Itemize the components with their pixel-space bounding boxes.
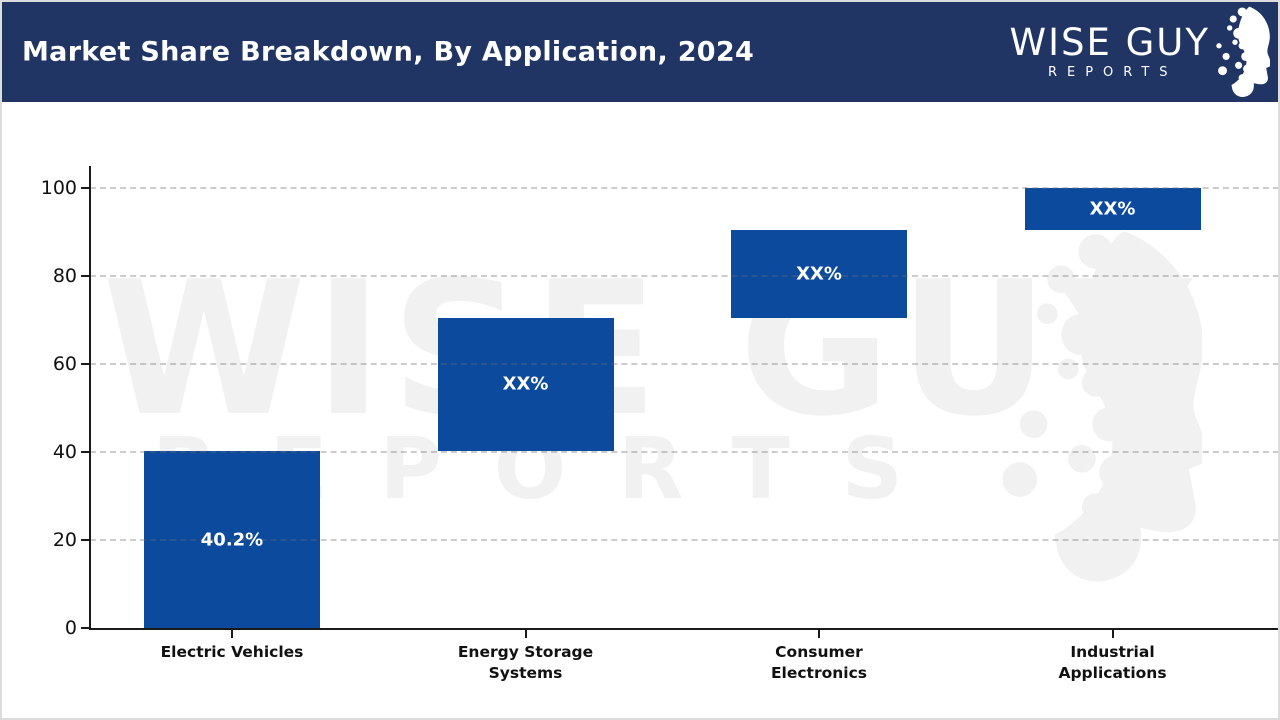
y-tick-label: 80 bbox=[52, 265, 77, 287]
bar-value-label: XX% bbox=[1089, 198, 1136, 220]
y-axis-line bbox=[89, 166, 91, 630]
category-label: Consumer Electronics bbox=[770, 643, 868, 682]
y-tick bbox=[81, 539, 89, 541]
waterfall-bar bbox=[144, 451, 320, 628]
waterfall-bar bbox=[731, 229, 907, 318]
y-tick-label: 100 bbox=[40, 177, 77, 199]
gridline bbox=[90, 539, 1278, 541]
x-tick bbox=[818, 630, 820, 638]
logo-wiseguy-text: WISE GUY bbox=[1009, 21, 1210, 64]
x-tick bbox=[524, 630, 527, 638]
bar-value-label: XX% bbox=[502, 373, 549, 395]
chart-title: Market Share Breakdown, By Application, … bbox=[22, 36, 755, 68]
y-tick-label: 0 bbox=[64, 617, 77, 639]
x-axis-line bbox=[89, 628, 1278, 630]
y-tick bbox=[81, 627, 89, 629]
logo-reports-text: REPORTS bbox=[1047, 65, 1178, 80]
y-tick bbox=[81, 187, 89, 189]
gridline bbox=[90, 187, 1278, 189]
logo-text: WISE GUY REPORTS bbox=[1010, 24, 1210, 80]
gridline bbox=[90, 451, 1278, 453]
gridline bbox=[90, 275, 1278, 277]
wiseguy-head-icon bbox=[1184, 3, 1270, 101]
waterfall-bar bbox=[1024, 188, 1201, 230]
category-label: Energy Storage Systems bbox=[457, 643, 594, 682]
category-label: Electric Vehicles bbox=[160, 643, 304, 661]
y-tick-label: 60 bbox=[52, 353, 77, 375]
y-tick bbox=[81, 275, 89, 277]
y-tick bbox=[81, 451, 89, 453]
y-tick-label: 40 bbox=[52, 441, 77, 463]
wiseguy-logo: WISE GUY REPORTS bbox=[1010, 6, 1270, 97]
x-tick bbox=[231, 630, 233, 638]
x-tick bbox=[1111, 630, 1114, 638]
waterfall-bar bbox=[437, 317, 614, 452]
y-tick bbox=[81, 363, 89, 365]
bar-value-label: 40.2% bbox=[200, 529, 264, 551]
header-bar: Market Share Breakdown, By Application, … bbox=[2, 2, 1278, 102]
y-tick-label: 20 bbox=[52, 529, 77, 551]
bar-value-label: XX% bbox=[796, 263, 842, 285]
gridline bbox=[90, 363, 1278, 365]
category-label: Industrial Applications bbox=[1058, 643, 1167, 682]
